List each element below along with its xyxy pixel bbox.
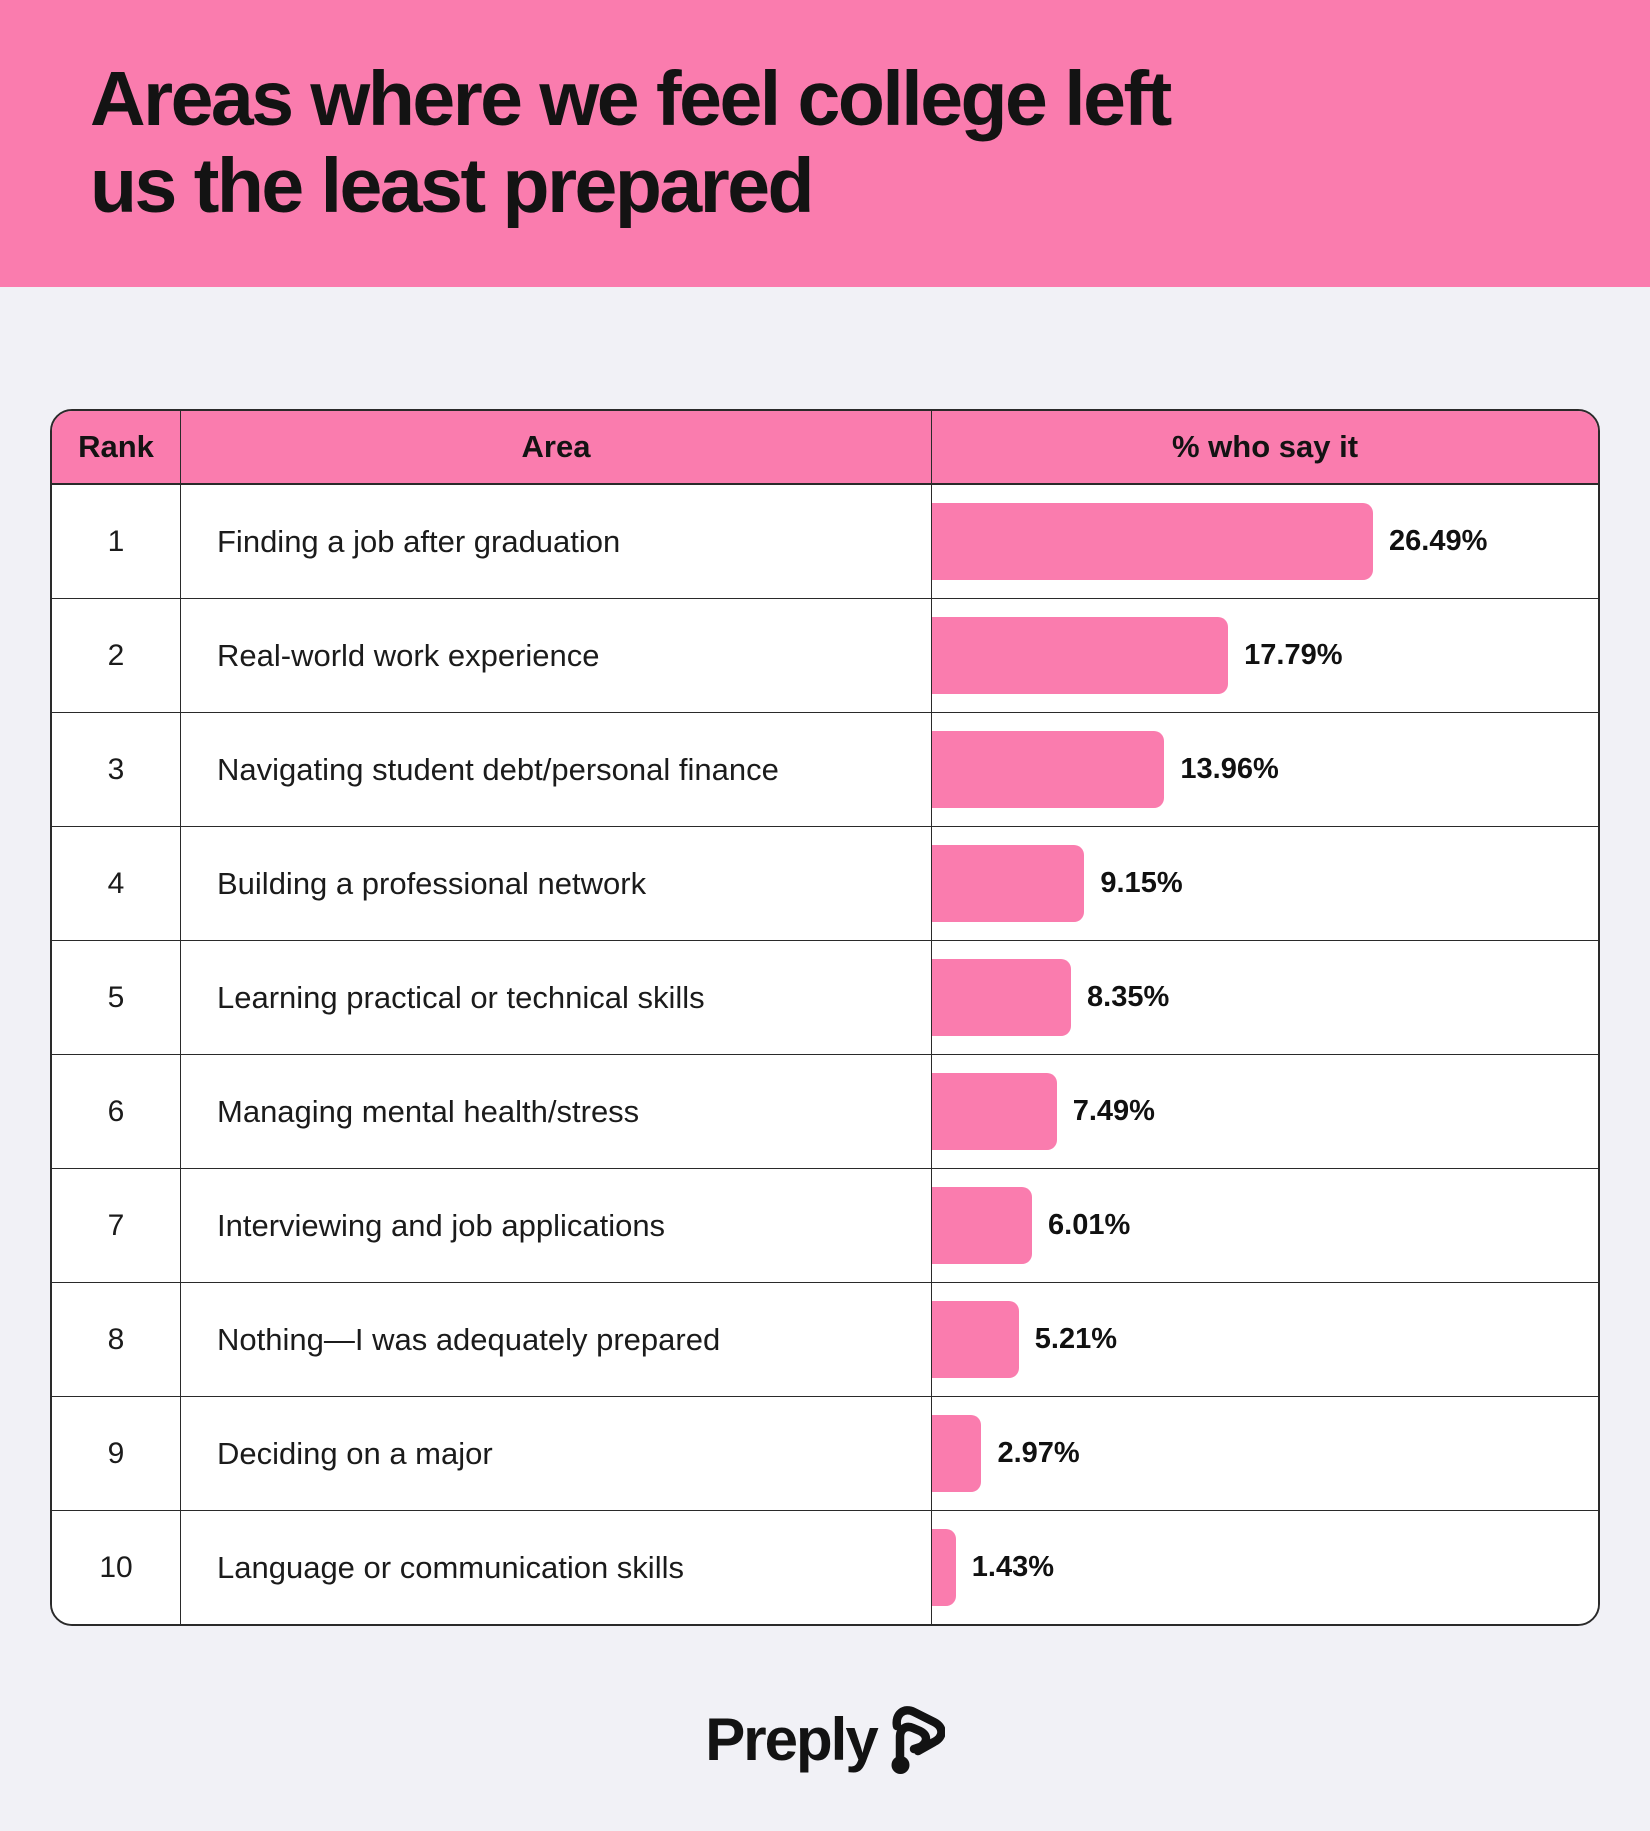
bar-line: 6.01% (932, 1187, 1598, 1264)
bar-line: 1.43% (932, 1529, 1598, 1606)
table-row: 10 Language or communication skills 1.43% (52, 1510, 1598, 1624)
preply-wordmark: Preply (705, 1705, 878, 1773)
table-row: 1 Finding a job after graduation 26.49% (52, 484, 1598, 599)
bar-line: 26.49% (932, 503, 1598, 580)
table-row: 3 Navigating student debt/personal financ… (52, 712, 1598, 827)
percent-cell: 8.35% (931, 940, 1598, 1055)
table-header-row: Rank Area % who say it (52, 411, 1598, 485)
percent-label: 26.49% (1389, 525, 1488, 557)
percent-label: 6.01% (1048, 1209, 1131, 1241)
area-cell: Learning practical or technical skills (180, 940, 932, 1055)
column-header-percent: % who say it (931, 411, 1598, 485)
percent-bar (932, 1073, 1057, 1150)
area-cell: Managing mental health/stress (180, 1054, 932, 1169)
percent-label: 1.43% (971, 1551, 1054, 1583)
bar-line: 17.79% (932, 617, 1598, 694)
table-body: 1 Finding a job after graduation 26.49% 2 Re… (52, 484, 1598, 1624)
percent-bar (932, 731, 1165, 808)
percent-bar (932, 959, 1072, 1036)
infographic-page: Areas where we feel college left us the l… (0, 0, 1650, 1776)
percent-label: 9.15% (1100, 867, 1183, 899)
percent-bar (932, 1529, 956, 1606)
area-cell: Nothing—I was adequately prepared (180, 1282, 932, 1397)
table-row: 8 Nothing—I was adequately prepared 5.21% (52, 1282, 1598, 1397)
content-area: Rank Area % who say it 1 Finding a job af… (0, 287, 1650, 1626)
percent-bar (932, 1415, 982, 1492)
area-cell: Deciding on a major (180, 1396, 932, 1511)
percent-bar (932, 617, 1229, 694)
percent-label: 17.79% (1244, 639, 1343, 671)
rank-cell: 2 (52, 598, 181, 713)
rank-cell: 9 (52, 1396, 181, 1511)
bar-line: 7.49% (932, 1073, 1598, 1150)
percent-cell: 6.01% (931, 1168, 1598, 1283)
table-row: 5 Learning practical or technical skills 8… (52, 940, 1598, 1055)
area-cell: Building a professional network (180, 826, 932, 941)
table-row: 7 Interviewing and job applications 6.01% (52, 1168, 1598, 1283)
preply-logo: Preply (705, 1702, 945, 1776)
percent-bar (932, 845, 1085, 922)
table-row: 9 Deciding on a major 2.97% (52, 1396, 1598, 1511)
percent-cell: 2.97% (931, 1396, 1598, 1511)
area-cell: Interviewing and job applications (180, 1168, 932, 1283)
area-cell: Language or communication skills (180, 1510, 932, 1624)
table-header: Rank Area % who say it (52, 411, 1598, 485)
percent-label: 13.96% (1180, 753, 1279, 785)
area-cell: Navigating student debt/personal finance (180, 712, 932, 827)
percent-cell: 26.49% (931, 484, 1598, 599)
page-title-line-1: Areas where we feel college left (90, 56, 1172, 142)
page-title: Areas where we feel college left us the l… (90, 56, 1560, 230)
percent-cell: 1.43% (931, 1510, 1598, 1624)
rank-cell: 7 (52, 1168, 181, 1283)
table-row: 6 Managing mental health/stress 7.49% (52, 1054, 1598, 1169)
rank-cell: 8 (52, 1282, 181, 1397)
percent-cell: 5.21% (931, 1282, 1598, 1397)
percent-cell: 7.49% (931, 1054, 1598, 1169)
rank-cell: 1 (52, 484, 181, 599)
bar-line: 8.35% (932, 959, 1598, 1036)
rank-cell: 4 (52, 826, 181, 941)
percent-label: 8.35% (1087, 981, 1170, 1013)
percent-label: 5.21% (1034, 1323, 1117, 1355)
column-header-area: Area (180, 411, 932, 485)
area-cell: Finding a job after graduation (180, 484, 932, 599)
area-cell: Real-world work experience (180, 598, 932, 713)
percent-bar (932, 1187, 1033, 1264)
rank-table: Rank Area % who say it 1 Finding a job af… (52, 411, 1598, 1624)
column-header-rank: Rank (52, 411, 181, 485)
bar-line: 9.15% (932, 845, 1598, 922)
page-title-line-2: us the least prepared (90, 143, 815, 229)
rank-cell: 5 (52, 940, 181, 1055)
table-row: 2 Real-world work experience 17.79% (52, 598, 1598, 713)
bar-line: 13.96% (932, 731, 1598, 808)
bar-line: 2.97% (932, 1415, 1598, 1492)
rank-cell: 3 (52, 712, 181, 827)
bar-line: 5.21% (932, 1301, 1598, 1378)
rank-table-container: Rank Area % who say it 1 Finding a job af… (50, 409, 1600, 1626)
percent-bar (932, 1301, 1019, 1378)
percent-label: 2.97% (997, 1437, 1080, 1469)
rank-cell: 6 (52, 1054, 181, 1169)
percent-label: 7.49% (1072, 1095, 1155, 1127)
percent-cell: 9.15% (931, 826, 1598, 941)
footer: Preply (0, 1702, 1650, 1776)
percent-cell: 13.96% (931, 712, 1598, 827)
rank-cell: 10 (52, 1510, 181, 1624)
header-banner: Areas where we feel college left us the l… (0, 0, 1650, 287)
percent-bar (932, 503, 1374, 580)
table-row: 4 Building a professional network 9.15% (52, 826, 1598, 941)
preply-mark-icon (887, 1702, 945, 1776)
percent-cell: 17.79% (931, 598, 1598, 713)
